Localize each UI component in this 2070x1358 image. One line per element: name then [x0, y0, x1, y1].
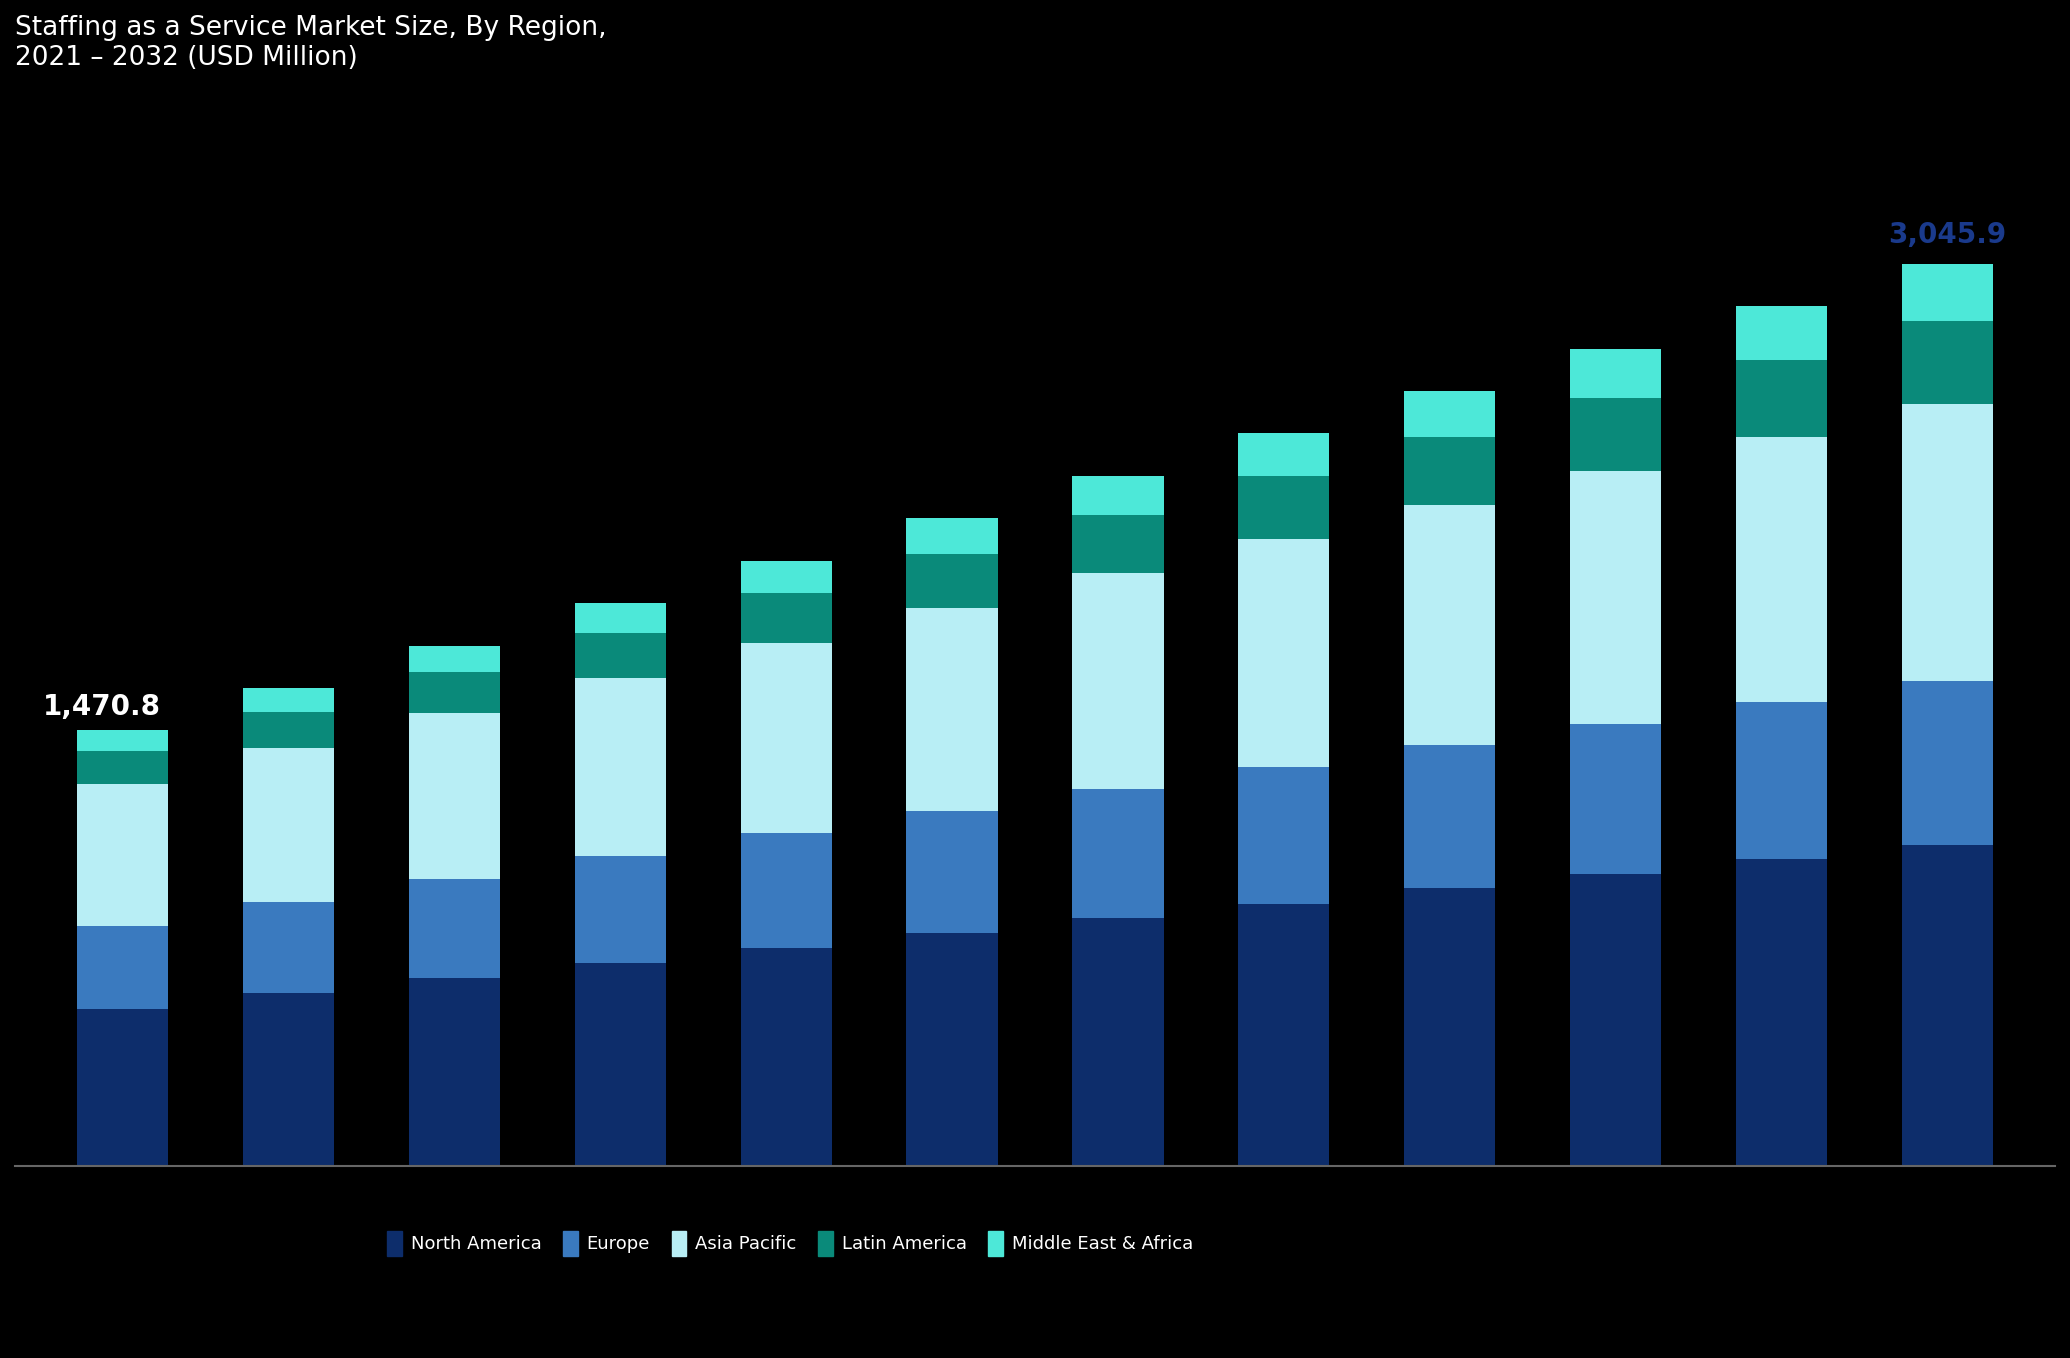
Bar — [410, 879, 501, 978]
Bar — [741, 561, 832, 593]
Text: 1,470.8: 1,470.8 — [43, 694, 161, 721]
Bar — [1072, 918, 1163, 1167]
Bar — [1902, 322, 1993, 405]
Bar — [1403, 746, 1495, 888]
Bar — [1737, 860, 1828, 1167]
Bar — [77, 926, 168, 1009]
Bar — [1902, 263, 1993, 322]
Bar — [242, 748, 333, 903]
Bar — [1569, 724, 1660, 875]
Bar — [77, 751, 168, 784]
Bar — [907, 933, 998, 1167]
Bar — [1238, 477, 1329, 539]
Bar — [410, 645, 501, 672]
Bar — [1072, 515, 1163, 573]
Bar — [575, 603, 667, 633]
Bar — [1403, 391, 1495, 437]
Bar — [242, 712, 333, 748]
Bar — [1238, 539, 1329, 767]
Bar — [1238, 767, 1329, 903]
Bar — [907, 554, 998, 607]
Bar — [575, 856, 667, 963]
Bar — [575, 963, 667, 1167]
Bar — [1569, 471, 1660, 724]
Bar — [1238, 903, 1329, 1167]
Bar — [77, 731, 168, 751]
Bar — [1737, 307, 1828, 360]
Bar — [410, 978, 501, 1167]
Bar — [575, 633, 667, 678]
Bar — [1569, 875, 1660, 1167]
Bar — [1902, 682, 1993, 845]
Bar — [1072, 789, 1163, 918]
Bar — [1072, 475, 1163, 515]
Bar — [741, 834, 832, 948]
Bar — [1072, 573, 1163, 789]
Bar — [242, 993, 333, 1167]
Bar — [1403, 888, 1495, 1167]
Bar — [77, 784, 168, 926]
Bar — [907, 607, 998, 811]
Bar — [1902, 845, 1993, 1167]
Bar — [1737, 437, 1828, 702]
Bar — [907, 811, 998, 933]
Text: Staffing as a Service Market Size, By Region,
2021 – 2032 (USD Million): Staffing as a Service Market Size, By Re… — [14, 15, 607, 71]
Bar — [741, 948, 832, 1167]
Bar — [741, 593, 832, 642]
Bar — [410, 713, 501, 879]
Text: 3,045.9: 3,045.9 — [1888, 221, 2006, 249]
Bar — [741, 642, 832, 834]
Bar — [1238, 433, 1329, 477]
Bar — [1569, 398, 1660, 471]
Bar — [242, 689, 333, 712]
Bar — [1403, 437, 1495, 505]
Bar — [1902, 405, 1993, 682]
Legend: North America, Europe, Asia Pacific, Latin America, Middle East & Africa: North America, Europe, Asia Pacific, Lat… — [381, 1224, 1201, 1263]
Bar — [1737, 702, 1828, 860]
Bar — [242, 903, 333, 993]
Bar — [1737, 360, 1828, 437]
Bar — [575, 678, 667, 856]
Bar — [907, 519, 998, 554]
Bar — [410, 672, 501, 713]
Bar — [1403, 505, 1495, 746]
Bar — [1569, 349, 1660, 398]
Bar — [77, 1009, 168, 1167]
